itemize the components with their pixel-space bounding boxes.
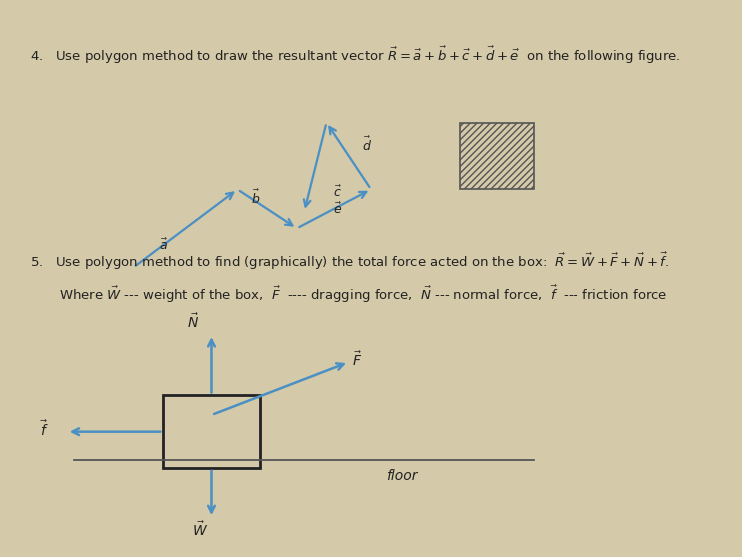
Text: 5.   Use polygon method to find (graphically) the total force acted on the box: : 5. Use polygon method to find (graphical… — [30, 251, 669, 272]
Text: $\vec{d}$: $\vec{d}$ — [362, 136, 372, 154]
Text: $\vec{b}$: $\vec{b}$ — [252, 189, 260, 207]
Text: $\vec{e}$: $\vec{e}$ — [333, 201, 342, 217]
Text: Where $\vec{W}$ --- weight of the box,  $\vec{F}$  ---- dragging force,  $\vec{N: Where $\vec{W}$ --- weight of the box, $… — [59, 284, 668, 305]
Text: $\vec{F}$: $\vec{F}$ — [352, 350, 363, 369]
Text: $\vec{W}$: $\vec{W}$ — [192, 521, 209, 539]
Text: $\vec{c}$: $\vec{c}$ — [333, 184, 342, 200]
Text: 4.   Use polygon method to draw the resultant vector $\vec{R}=\vec{a}+\vec{b}+\v: 4. Use polygon method to draw the result… — [30, 45, 680, 66]
Text: $\vec{N}$: $\vec{N}$ — [187, 313, 199, 331]
Text: $\vec{f}$: $\vec{f}$ — [39, 419, 48, 439]
Text: $\vec{a}$: $\vec{a}$ — [159, 237, 168, 253]
Text: floor: floor — [386, 469, 417, 483]
